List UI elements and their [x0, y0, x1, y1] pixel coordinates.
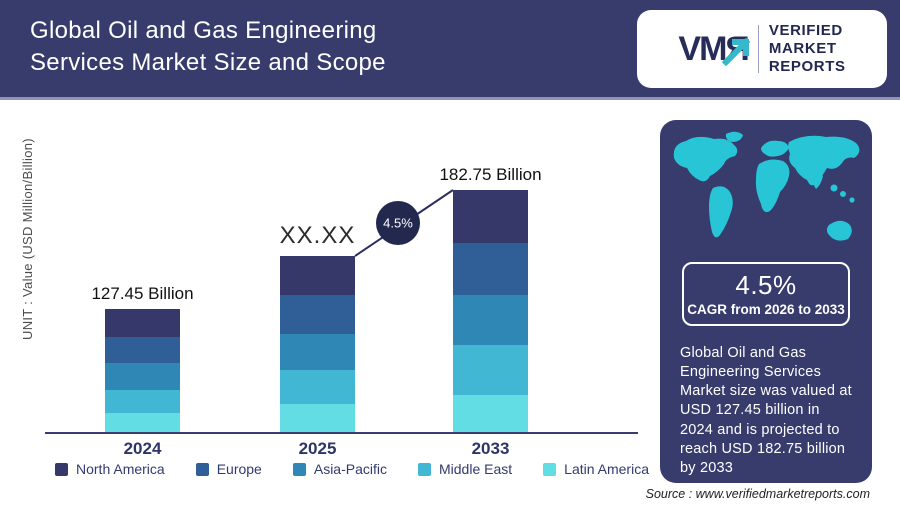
sidebar-panel: 4.5% CAGR from 2026 to 2033 Global Oil a… — [660, 120, 872, 483]
title-line-2: Services Market Size and Scope — [30, 48, 386, 76]
vmr-logo: VM Я VERIFIED MARKET REPORTS — [637, 10, 887, 88]
legend-swatch — [55, 462, 68, 476]
logo-vm-letters: VM — [678, 29, 727, 68]
cagr-box: 4.5% CAGR from 2026 to 2033 — [682, 262, 850, 326]
x-axis-line — [45, 432, 638, 434]
bar-segment-asia-pacific — [453, 295, 528, 345]
legend-item-north-america: North America — [55, 461, 165, 477]
bar-segment-europe — [280, 295, 355, 334]
x-axis-label-2024: 2024 — [123, 439, 162, 458]
bar-segment-europe — [453, 243, 528, 295]
legend-item-latin-america: Latin America — [543, 461, 649, 477]
bar-value-label-2024: 127.45 Billion — [91, 284, 194, 303]
bar-segment-north-america — [280, 256, 355, 295]
logo-word-market: MARKET — [768, 40, 837, 57]
logo-wordmark: VERIFIED MARKET REPORTS — [769, 22, 846, 76]
world-map-icon — [666, 128, 866, 266]
logo-word-reports: REPORTS — [768, 58, 846, 75]
legend-label: North America — [76, 461, 165, 477]
stacked-bar-2033 — [453, 190, 528, 432]
legend-label: Asia-Pacific — [313, 461, 387, 477]
bar-segment-europe — [105, 337, 180, 363]
legend: North America Europe Asia-Pacific Middle Ea… — [55, 461, 649, 477]
legend-item-asia-pacific: Asia-Pacific — [292, 461, 387, 477]
legend-item-europe: Europe — [195, 461, 262, 477]
bar-segment-middle-east — [280, 370, 355, 404]
chart-area: UNIT : Value (USD Million/Billion) 4.5% … — [0, 100, 660, 506]
bar-value-label-2033: 182.75 Billion — [439, 165, 542, 184]
logo-word-verified: VERIFIED — [768, 22, 843, 39]
cagr-value: 4.5% — [735, 270, 797, 300]
legend-item-middle-east: Middle East — [418, 461, 512, 477]
bar-segment-middle-east — [453, 345, 528, 395]
source-attribution: Source : www.verifiedmarketreports.com — [645, 487, 870, 501]
title-line-1: Global Oil and Gas Engineering — [30, 17, 377, 44]
legend-swatch — [292, 462, 306, 476]
stacked-bar-2024 — [105, 309, 180, 432]
bar-segment-middle-east — [105, 390, 180, 413]
legend-swatch — [195, 462, 209, 476]
page-title: Global Oil and Gas Engineering Services … — [30, 15, 386, 78]
bar-segment-asia-pacific — [280, 334, 355, 370]
legend-label: Latin America — [564, 461, 649, 477]
x-axis-label-2025: 2025 — [298, 439, 337, 458]
y-axis-label: UNIT : Value (USD Million/Billion) — [20, 138, 35, 340]
header: Global Oil and Gas Engineering Services … — [0, 0, 900, 100]
bar-segment-north-america — [453, 190, 528, 243]
cagr-caption: CAGR from 2026 to 2033 — [687, 302, 845, 317]
bar-segment-asia-pacific — [105, 363, 180, 390]
bar-segment-latin-america — [453, 395, 528, 432]
logo-divider — [757, 25, 759, 73]
x-axis-label-2033: 2033 — [471, 439, 510, 458]
vmr-logo-mark: VM Я — [678, 29, 751, 69]
bar-value-label-2025: XX.XX — [279, 222, 356, 249]
bar-segment-north-america — [105, 309, 180, 337]
legend-swatch — [543, 462, 557, 476]
legend-swatch — [418, 462, 431, 476]
legend-label: Europe — [216, 461, 262, 477]
bar-segment-latin-america — [280, 404, 355, 432]
logo-arrow-icon — [721, 37, 751, 66]
bar-segment-latin-america — [105, 413, 180, 432]
stacked-bar-2025 — [280, 256, 355, 432]
legend-label: Middle East — [439, 461, 513, 477]
cagr-annotation-badge: 4.5% — [383, 215, 413, 231]
market-summary-text: Global Oil and Gas Engineering Services … — [680, 345, 852, 476]
